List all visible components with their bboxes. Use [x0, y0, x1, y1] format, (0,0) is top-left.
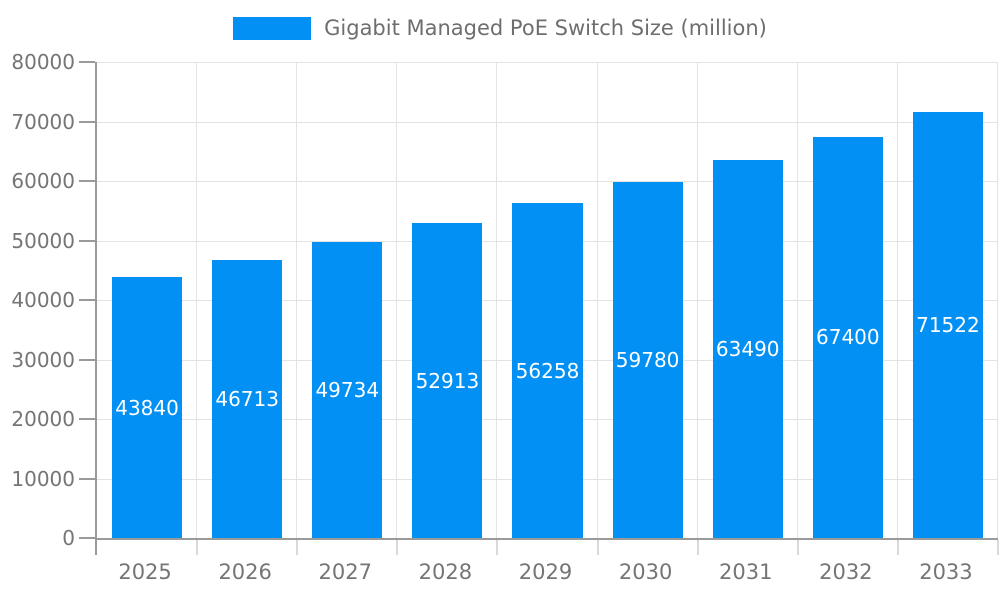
- x-axis-tick: [95, 540, 97, 555]
- x-axis-tick: [296, 540, 299, 555]
- x-tick-label: 2033: [919, 560, 973, 584]
- x-tick-label: 2031: [718, 560, 773, 584]
- bar-column: 52913: [397, 62, 497, 538]
- bar-value-label: 59780: [615, 348, 680, 373]
- bar: 56258: [512, 203, 583, 538]
- x-axis-tick: [796, 540, 799, 555]
- bar-value-label: 67400: [816, 325, 880, 350]
- bar-value-label: 43840: [115, 395, 179, 420]
- x-tick-label: 2025: [118, 560, 172, 584]
- bar-value-label: 49734: [315, 378, 380, 403]
- legend-swatch: [233, 16, 312, 40]
- x-tick-label: 2027: [318, 560, 372, 584]
- x-tick-label: 2030: [618, 560, 673, 584]
- y-tick-label: 20000: [11, 407, 75, 431]
- y-tick-label: 40000: [11, 288, 75, 312]
- bar-column: 56258: [497, 62, 597, 538]
- bar: 59780: [612, 182, 683, 538]
- y-tick-label: 0: [62, 526, 75, 550]
- gridline-horizontal: [97, 181, 998, 182]
- x-tick-label: 2029: [518, 560, 573, 584]
- x-axis-tick: [997, 540, 999, 555]
- y-tick-label: 70000: [11, 109, 75, 134]
- bar-value-label: 52913: [415, 368, 480, 393]
- bar: 46713: [212, 260, 283, 538]
- y-axis-tick: [79, 418, 95, 420]
- y-tick-label: 80000: [11, 50, 75, 74]
- y-axis-tick: [79, 61, 95, 63]
- y-axis-tick: [79, 477, 95, 480]
- gridline-vertical: [796, 62, 798, 538]
- x-axis-tick: [496, 540, 499, 555]
- plot-area: 43840 46713 49734 52913 56258 59780 63490 67400…: [79, 61, 999, 555]
- bar-value-label: 63490: [715, 337, 780, 362]
- bar-column: 67400: [798, 62, 898, 538]
- y-tick-label: 60000: [11, 169, 75, 193]
- bar: 67400: [812, 136, 883, 538]
- bar-value-label: 71522: [916, 313, 980, 338]
- bar-value-label: 46713: [215, 387, 279, 412]
- x-axis-tick: [896, 540, 899, 555]
- bar: 71522: [912, 112, 983, 538]
- y-tick-label: 50000: [11, 228, 75, 253]
- y-axis-tick: [79, 120, 95, 123]
- bar-value-label: 56258: [515, 358, 580, 383]
- bar-column: 71522: [898, 62, 998, 538]
- x-axis-tick: [196, 540, 199, 555]
- bar-column: 49734: [297, 62, 397, 538]
- bar-column: 63490: [698, 62, 798, 538]
- gridline-vertical: [896, 62, 898, 538]
- x-tick-label: 2026: [218, 560, 272, 584]
- y-tick-label: 30000: [11, 347, 75, 372]
- gridline-vertical: [396, 62, 398, 538]
- y-axis-tick: [79, 537, 95, 539]
- y-axis-tick: [79, 299, 95, 301]
- bar: 52913: [412, 223, 483, 538]
- gridline-vertical: [997, 62, 998, 538]
- x-tick-label: 2032: [819, 560, 873, 584]
- gridline-vertical: [296, 62, 298, 538]
- y-axis-tick: [79, 239, 95, 242]
- gridline-horizontal: [97, 121, 998, 123]
- gridline-vertical: [196, 62, 198, 538]
- bar-column: 59780: [598, 62, 698, 538]
- bar-column: 46713: [197, 62, 297, 538]
- y-axis-labels: 80000 70000 60000 50000 40000 30000 20000 10000…: [0, 50, 75, 550]
- x-tick-label: 2028: [418, 560, 473, 584]
- bar: 43840: [112, 277, 183, 538]
- x-axis-tick: [396, 540, 399, 555]
- legend-series-label: Gigabit Managed PoE Switch Size (million…: [324, 16, 767, 40]
- gridline-vertical: [496, 62, 498, 538]
- legend[interactable]: Gigabit Managed PoE Switch Size (million…: [0, 16, 1000, 40]
- y-tick-label: 10000: [11, 466, 75, 491]
- x-axis-labels: 2025 2026 2027 2028 2029 2030 2031 2032 2033: [95, 558, 996, 586]
- y-axis-tick: [79, 358, 95, 361]
- y-axis-tick: [79, 180, 95, 182]
- bar: 49734: [312, 242, 383, 538]
- x-axis-tick: [596, 540, 599, 555]
- bar-column: 43840: [97, 62, 197, 538]
- x-axis-tick: [696, 540, 699, 555]
- bars-layer: 43840 46713 49734 52913 56258 59780 63490 67400…: [97, 62, 998, 538]
- gridline-horizontal: [97, 62, 998, 63]
- bar: 63490: [712, 160, 783, 538]
- gridline-vertical: [596, 62, 598, 538]
- gridline-vertical: [696, 62, 698, 538]
